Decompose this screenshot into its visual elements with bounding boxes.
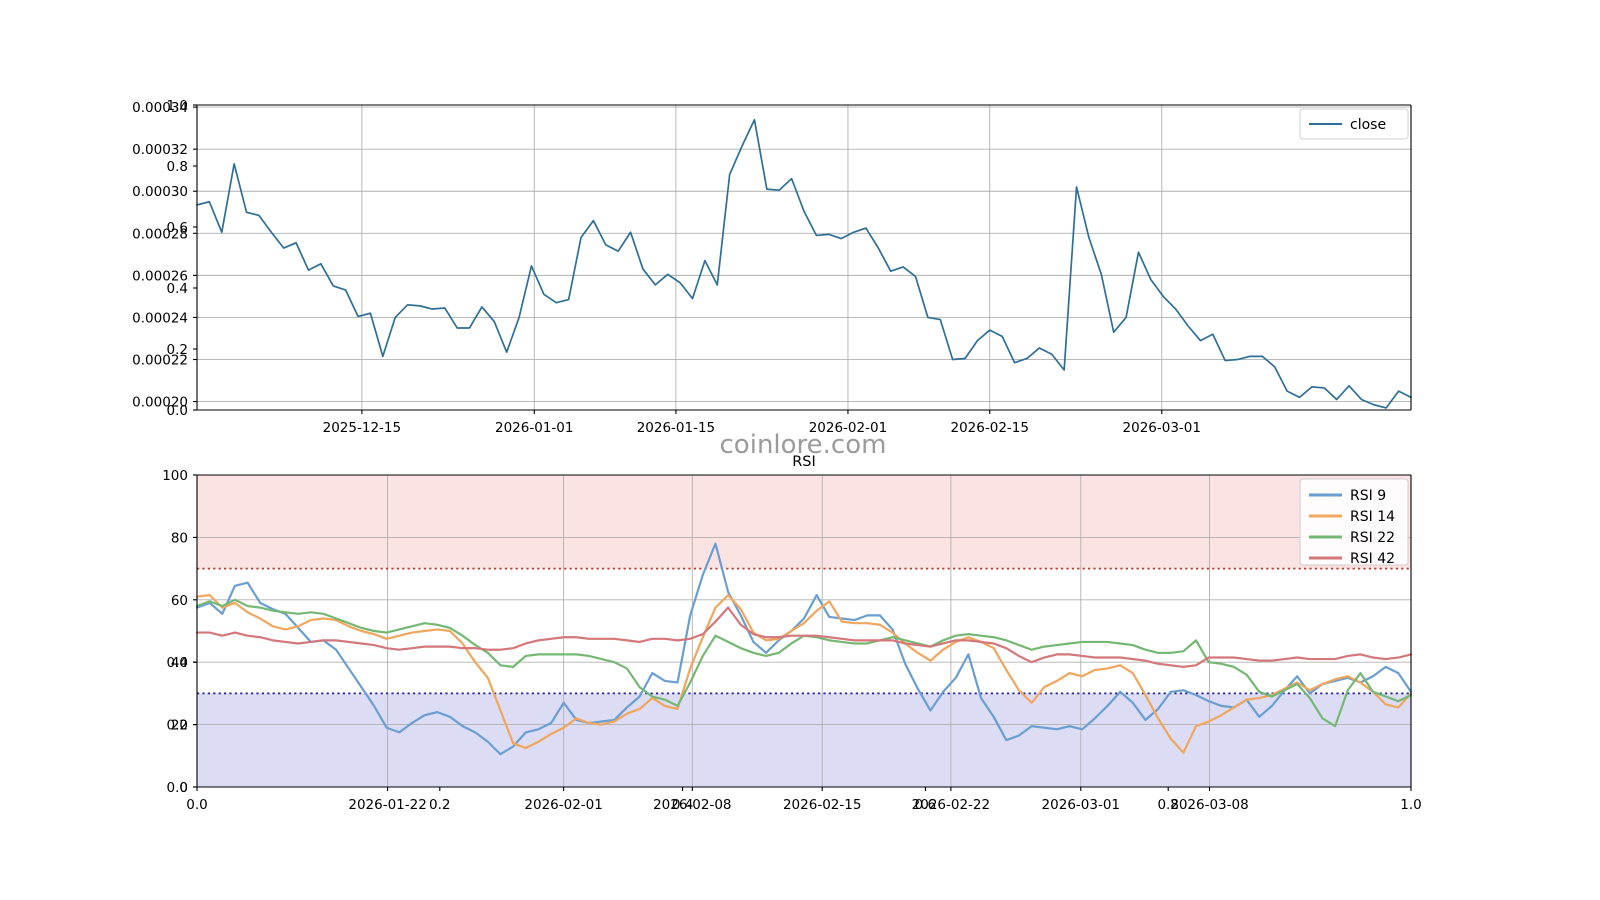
rsi-secondary-y-tick-labels: 0.0 0.2 0.4	[167, 655, 197, 796]
rsi-secondary-xtick-label: 0.2	[429, 797, 450, 813]
price-xtick-label: 2026-02-15	[951, 420, 1029, 436]
rsi-axes	[196, 474, 1412, 788]
rsi-xtick-label: 2026-02-22	[912, 797, 990, 813]
price-secondary-ytick-label: 0.8	[167, 159, 188, 175]
legend-label-RSI-22: RSI 22	[1350, 530, 1395, 546]
rsi-panel-title: RSI	[792, 454, 816, 470]
coinlore-watermark: coinlore.com	[720, 430, 887, 460]
rsi-secondary-x-tick-labels: 0.0 0.2 0.4 0.6 0.8 1.0	[186, 787, 1422, 813]
price-y-tick-labels: 0.00020 0.00022 0.00024 0.00026 0.00028 0.000…	[132, 100, 197, 411]
rsi-xtick-label: 2026-03-08	[1170, 797, 1248, 813]
rsi-secondary-xtick-label: 0.4	[672, 797, 693, 813]
price-ytick-label: 0.00020	[132, 395, 188, 411]
legend-label-RSI-42: RSI 42	[1350, 551, 1395, 567]
price-plot-area	[197, 105, 1411, 410]
price-xtick-label: 2025-12-15	[323, 420, 401, 436]
price-legend-box[interactable]	[1299, 108, 1409, 140]
rsi-legend-box[interactable]	[1299, 478, 1409, 566]
price-ytick-label: 0.00024	[132, 310, 188, 326]
price-legend[interactable]: close	[1299, 108, 1409, 140]
legend-label-close: close	[1350, 117, 1386, 133]
price-ytick-label: 0.00030	[132, 184, 188, 200]
price-xtick-label: 2026-01-01	[495, 420, 573, 436]
rsi-threshold-lines	[197, 567, 1411, 695]
rsi-secondary-xtick-label: 1.0	[1400, 797, 1421, 813]
rsi-chart-panel: 0 20 40 60 80 100 0.0 0.2 0.4 2026-01-22 2026-02…	[162, 454, 1422, 813]
price-axes-frame	[196, 104, 1412, 411]
legend-label-RSI-14: RSI 14	[1350, 509, 1395, 525]
rsi-xtick-label: 2026-02-15	[783, 797, 861, 813]
rsi-oversold-band	[197, 693, 1411, 787]
rsi-overbought-band	[197, 475, 1411, 569]
price-axes	[196, 104, 1412, 411]
rsi-ytick-label: 40	[171, 655, 188, 671]
rsi-series-group	[195, 542, 1413, 756]
price-ytick-label: 0.00022	[132, 353, 188, 369]
rsi-ytick-label: 100	[162, 468, 188, 484]
price-secondary-ytick-label: 1.0	[167, 98, 188, 114]
rsi-y-tick-labels: 0 20 40 60 80 100	[162, 468, 197, 796]
rsi-line-RSI-42	[195, 606, 1413, 668]
price-xtick-label: 2026-03-01	[1123, 420, 1201, 436]
price-ytick-label: 0.00028	[132, 226, 188, 242]
price-ytick-label: 0.00026	[132, 268, 188, 284]
price-secondary-ytick-label: 0.0	[167, 403, 188, 419]
rsi-secondary-ytick-label: 0.2	[167, 718, 188, 734]
price-gridlines	[197, 105, 1411, 410]
price-xtick-label: 2026-01-15	[637, 420, 715, 436]
rsi-legend[interactable]: RSI 9 RSI 14 RSI 22 RSI 42	[1299, 478, 1409, 567]
rsi-secondary-xtick-label: 0.8	[1157, 797, 1178, 813]
legend-label-RSI-9: RSI 9	[1350, 488, 1386, 504]
price-x-tick-labels: 2025-12-15 2026-01-01 2026-01-15 2026-02-01…	[323, 410, 1201, 436]
rsi-line-RSI-14	[195, 594, 1413, 754]
price-xtick-label: 2026-02-01	[809, 420, 887, 436]
price-secondary-ytick-label: 0.4	[167, 281, 188, 297]
price-secondary-y-tick-labels: 0.0 0.2 0.4 0.6 0.8 1.0	[167, 98, 197, 419]
rsi-x-tick-labels: 2026-01-22 2026-02-01 2026-02-08 2026-02-15…	[348, 787, 1249, 813]
rsi-secondary-ytick-label: 0.4	[167, 655, 188, 671]
rsi-axes-frame	[196, 474, 1412, 788]
rsi-secondary-xtick-label: 0.6	[915, 797, 936, 813]
rsi-ytick-label: 0	[179, 780, 188, 796]
rsi-xtick-label: 2026-03-01	[1042, 797, 1120, 813]
price-ytick-label: 0.00032	[132, 142, 188, 158]
rsi-ytick-label: 80	[171, 530, 188, 546]
price-ytick-label: 0.00034	[132, 100, 188, 116]
price-secondary-ytick-label: 0.2	[167, 342, 188, 358]
price-chart-panel: 0.00020 0.00022 0.00024 0.00026 0.00028 0.000…	[132, 98, 1412, 436]
rsi-line-RSI-9	[195, 542, 1413, 756]
rsi-secondary-xtick-label: 0.0	[186, 797, 207, 813]
price-series-group	[196, 118, 1412, 409]
rsi-xtick-label: 2026-02-08	[653, 797, 731, 813]
rsi-secondary-ytick-label: 0.0	[167, 780, 188, 796]
rsi-threshold-bands	[197, 475, 1411, 787]
rsi-xtick-label: 2026-01-22	[348, 797, 426, 813]
rsi-ytick-label: 60	[171, 593, 188, 609]
price-line-close	[196, 118, 1412, 409]
rsi-ytick-label: 20	[171, 718, 188, 734]
rsi-xtick-label: 2026-02-01	[524, 797, 602, 813]
price-secondary-ytick-label: 0.6	[167, 220, 188, 236]
